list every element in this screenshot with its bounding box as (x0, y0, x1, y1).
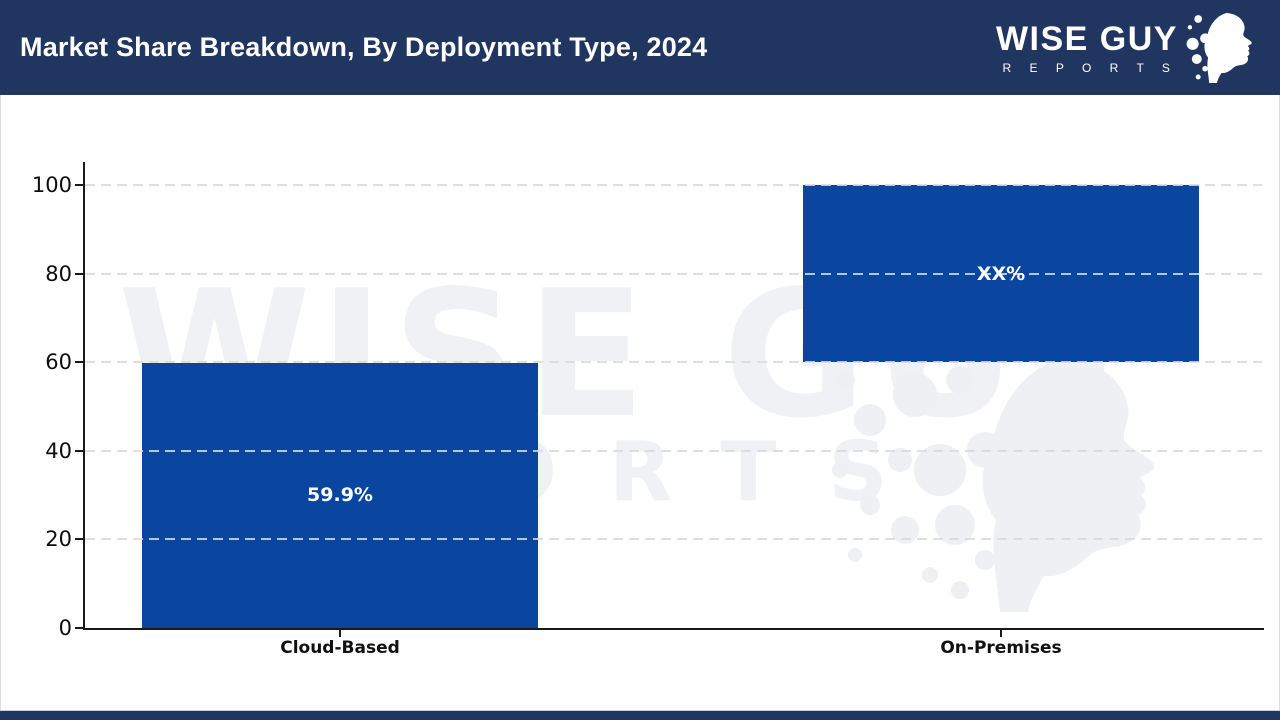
x-category-label: On-Premises (940, 638, 1062, 658)
y-tick-mark (75, 538, 85, 541)
gridline-60 (85, 361, 1262, 364)
y-tick-label-100: 100 (31, 173, 72, 197)
gridline-20 (85, 538, 1262, 541)
wise-guy-reports-logo: WISE GUY R E P O R T S (996, 8, 1266, 88)
page-title: Market Share Breakdown, By Deployment Ty… (20, 32, 708, 62)
bar-value-label: XX% (976, 262, 1026, 285)
x-category-label: Cloud-Based (280, 638, 400, 658)
app-header: Market Share Breakdown, By Deployment Ty… (0, 0, 1280, 95)
y-tick-label-80: 80 (45, 261, 72, 286)
gridline-80 (85, 272, 1262, 275)
y-tick-label-0: 0 (58, 616, 72, 640)
x-tick-mark (1000, 629, 1002, 637)
bar-cloud-based (142, 362, 538, 628)
watermark-face-icon (832, 358, 1155, 612)
logo-subtitle: R E P O R T S (1002, 60, 1178, 75)
gridline-100 (85, 184, 1262, 186)
y-tick-label-40: 40 (45, 438, 72, 463)
logo-text: WISE GUY R E P O R T S (996, 22, 1178, 74)
bar-value-label: 59.9% (307, 484, 373, 507)
footer-bar (0, 710, 1280, 720)
gridline-40 (85, 449, 1262, 452)
logo-wordmark: WISE GUY (995, 19, 1178, 58)
y-tick-label-20: 20 (45, 527, 72, 552)
y-axis-line (83, 162, 85, 630)
y-tick-mark (75, 449, 85, 452)
logo-face-icon (1186, 12, 1252, 83)
y-tick-label-60: 60 (45, 350, 72, 375)
y-tick-mark (75, 272, 85, 275)
y-tick-mark (75, 627, 85, 629)
x-axis-line (83, 628, 1264, 630)
y-tick-mark (75, 184, 85, 186)
x-tick-mark (339, 629, 341, 637)
y-tick-mark (75, 361, 85, 364)
